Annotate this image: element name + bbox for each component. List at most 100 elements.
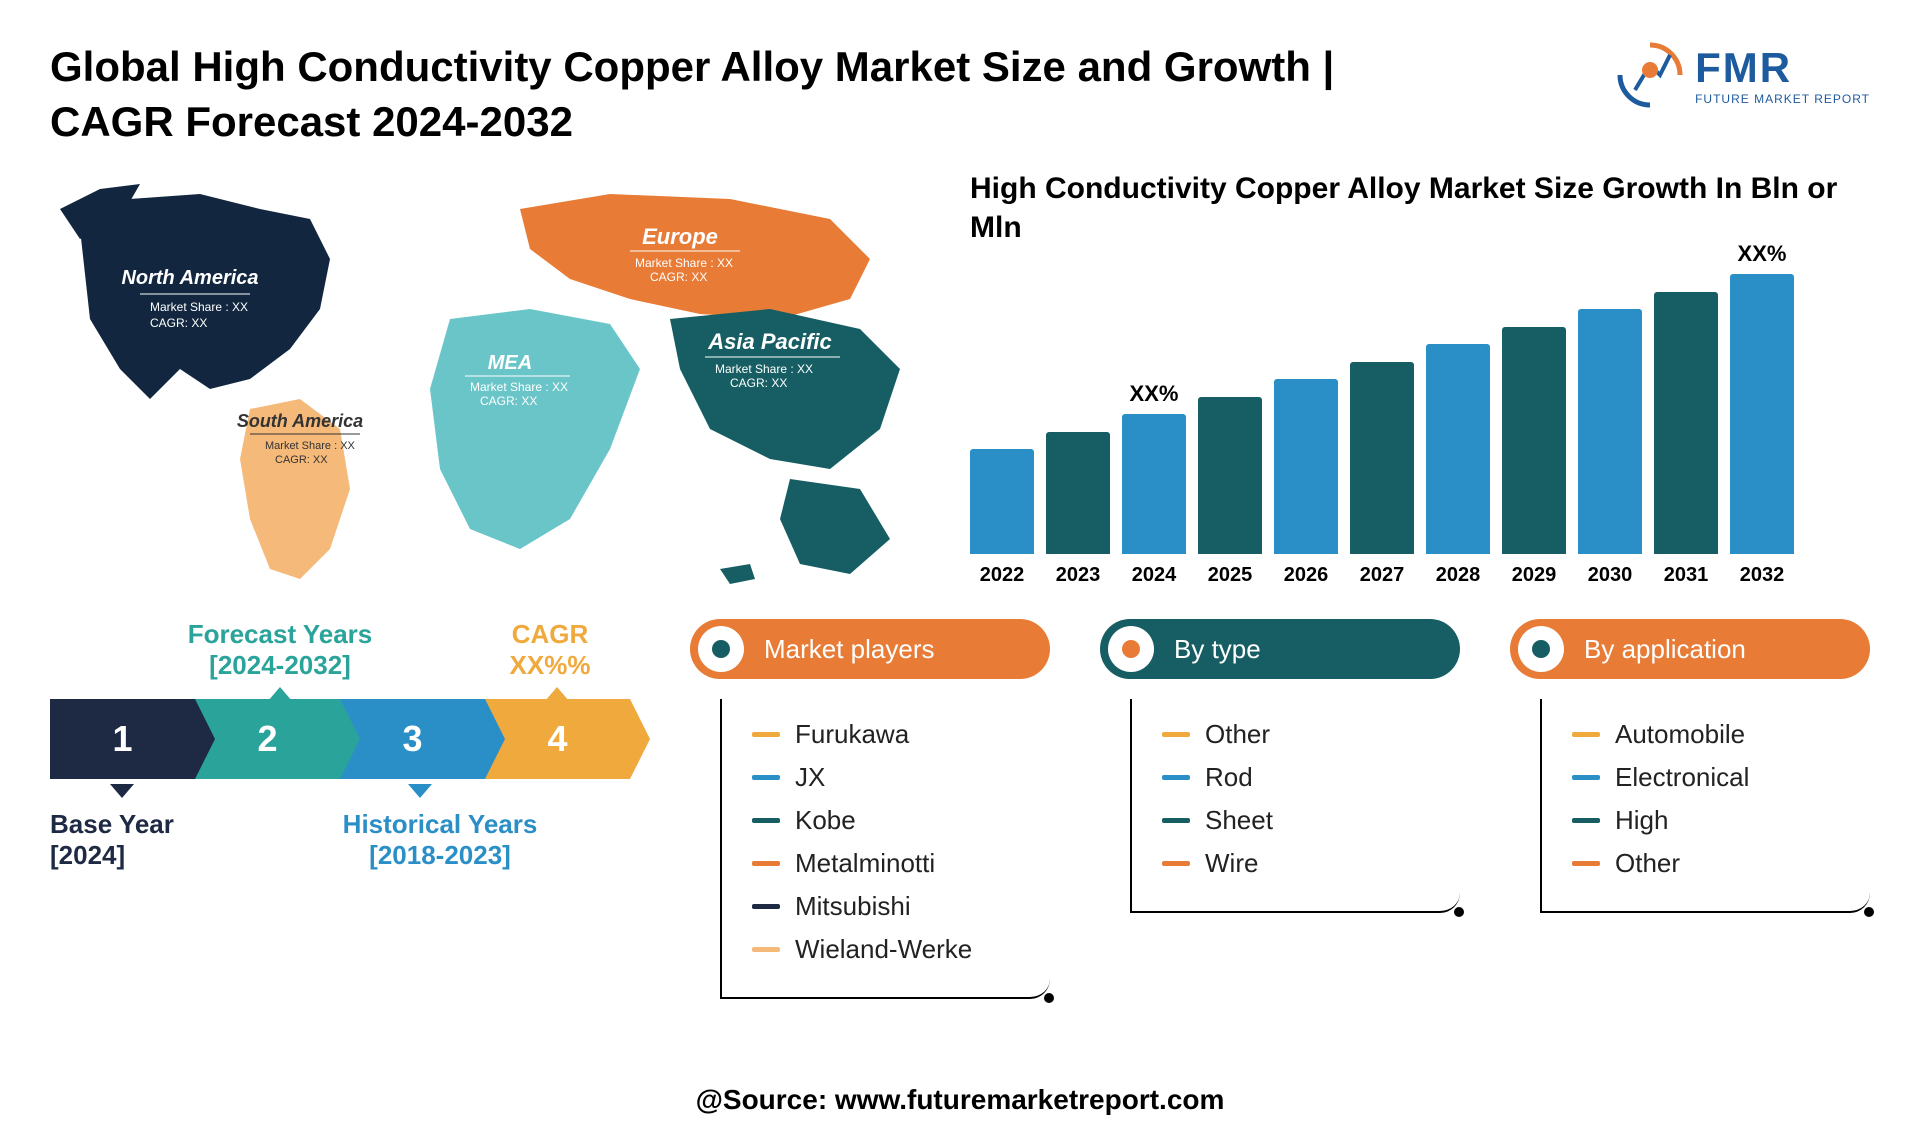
bar-2024: XX%2024 xyxy=(1122,414,1186,587)
pill-header: By application xyxy=(1510,619,1870,679)
pill-item-dash xyxy=(752,861,780,866)
timeline-arrow-historical xyxy=(408,784,432,798)
pill-item-dash xyxy=(1572,732,1600,737)
pill-item-dash xyxy=(752,818,780,823)
bar-2023: 2023 xyxy=(1046,432,1110,588)
pill-item-label: JX xyxy=(795,762,825,793)
timeline-base-label: Base Year [2024] xyxy=(50,809,230,871)
bar-annotation: XX% xyxy=(1130,381,1179,407)
bar-year-label: 2023 xyxy=(1056,564,1101,587)
bar-2027: 2027 xyxy=(1350,362,1414,588)
pill-item-dash xyxy=(752,732,780,737)
timeline-bar: 1234 xyxy=(50,699,630,779)
timeline-cagr-label: CAGR XX%% xyxy=(490,619,610,681)
pill-item-dash xyxy=(1162,818,1190,823)
pill-column-0: Market players Furukawa JX Kobe Metalminotti… xyxy=(690,619,1050,999)
logo-icon xyxy=(1615,40,1685,110)
timeline-segment-1: 1 xyxy=(50,699,195,779)
bar-chart-title: High Conductivity Copper Alloy Market Si… xyxy=(970,169,1870,247)
pill-dot xyxy=(1108,626,1154,672)
svg-text:CAGR: XX: CAGR: XX xyxy=(275,454,328,466)
pill-item-dash xyxy=(752,775,780,780)
source-text: @Source: www.futuremarketreport.com xyxy=(696,1084,1225,1116)
pill-item: Mitsubishi xyxy=(752,891,1030,922)
pill-column-2: By application Automobile Electronical High… xyxy=(1510,619,1870,999)
pill-list: Automobile Electronical High Other xyxy=(1540,699,1870,913)
bar-rect xyxy=(1654,292,1718,555)
pill-item: Sheet xyxy=(1162,805,1440,836)
pill-item-label: Mitsubishi xyxy=(795,891,911,922)
pill-item-label: Wieland-Werke xyxy=(795,934,972,965)
pill-item-dash xyxy=(1572,818,1600,823)
bar-rect xyxy=(1578,309,1642,554)
map-north-america: North America Market Share : XX CAGR: XX xyxy=(60,184,330,399)
pill-header: By type xyxy=(1100,619,1460,679)
svg-text:CAGR: XX: CAGR: XX xyxy=(730,376,787,390)
pill-item: Automobile xyxy=(1572,719,1850,750)
pill-item: Rod xyxy=(1162,762,1440,793)
page-title: Global High Conductivity Copper Alloy Ma… xyxy=(50,40,1450,149)
pill-item-dash xyxy=(752,904,780,909)
bar-rect xyxy=(1350,362,1414,555)
bar-rect xyxy=(1502,327,1566,555)
map-europe: Europe Market Share : XX CAGR: XX xyxy=(520,194,870,319)
pill-dot xyxy=(698,626,744,672)
pill-item-label: High xyxy=(1615,805,1668,836)
bar-2031: 2031 xyxy=(1654,292,1718,588)
pill-item: High xyxy=(1572,805,1850,836)
pill-item-dash xyxy=(1162,861,1190,866)
pill-item: Other xyxy=(1162,719,1440,750)
pill-item: Wieland-Werke xyxy=(752,934,1030,965)
pill-header: Market players xyxy=(690,619,1050,679)
bar-rect xyxy=(1122,414,1186,554)
bar-rect xyxy=(1046,432,1110,555)
map-asia-pacific: Asia Pacific Market Share : XX CAGR: XX xyxy=(670,309,900,584)
timeline-section: Forecast Years [2024-2032] CAGR XX%% 123… xyxy=(50,619,630,909)
svg-text:Market Share : XX: Market Share : XX xyxy=(265,440,356,452)
pill-item-dash xyxy=(1162,732,1190,737)
bar-rect xyxy=(1274,379,1338,554)
svg-text:CAGR: XX: CAGR: XX xyxy=(480,394,537,408)
pill-item: Metalminotti xyxy=(752,848,1030,879)
bar-year-label: 2026 xyxy=(1284,564,1329,587)
pill-title: Market players xyxy=(764,634,935,665)
bar-year-label: 2030 xyxy=(1588,564,1633,587)
logo-fmr-text: FMR xyxy=(1695,44,1870,92)
pill-item: Other xyxy=(1572,848,1850,879)
pill-item: Kobe xyxy=(752,805,1030,836)
timeline-arrow-base xyxy=(110,784,134,798)
pill-item-label: Automobile xyxy=(1615,719,1745,750)
svg-text:Market Share : XX: Market Share : XX xyxy=(635,256,733,270)
pill-item-label: Rod xyxy=(1205,762,1253,793)
pill-item-dash xyxy=(1572,861,1600,866)
bar-annotation: XX% xyxy=(1738,241,1787,267)
pill-title: By type xyxy=(1174,634,1261,665)
bar-year-label: 2027 xyxy=(1360,564,1405,587)
pill-section: Market players Furukawa JX Kobe Metalminotti… xyxy=(690,619,1870,999)
bar-2028: 2028 xyxy=(1426,344,1490,587)
svg-text:Asia Pacific: Asia Pacific xyxy=(707,329,832,354)
svg-text:CAGR: XX: CAGR: XX xyxy=(650,270,707,284)
timeline-segment-2: 2 xyxy=(195,699,340,779)
timeline-forecast-label: Forecast Years [2024-2032] xyxy=(180,619,380,681)
top-section: North America Market Share : XX CAGR: XX… xyxy=(50,169,1870,589)
bar-year-label: 2032 xyxy=(1740,564,1785,587)
pill-item-label: Other xyxy=(1615,848,1680,879)
pill-item-label: Sheet xyxy=(1205,805,1273,836)
pill-item: Wire xyxy=(1162,848,1440,879)
pill-item: Furukawa xyxy=(752,719,1030,750)
pill-item: Electronical xyxy=(1572,762,1850,793)
svg-text:MEA: MEA xyxy=(488,352,532,374)
pill-item-dash xyxy=(1572,775,1600,780)
pill-item-label: Kobe xyxy=(795,805,856,836)
bar-year-label: 2028 xyxy=(1436,564,1481,587)
world-map: North America Market Share : XX CAGR: XX… xyxy=(50,169,930,589)
header: Global High Conductivity Copper Alloy Ma… xyxy=(50,40,1870,149)
bar-chart: 20222023XX%20242025202620272028202920302… xyxy=(970,267,1870,587)
bar-2032: XX%2032 xyxy=(1730,274,1794,587)
map-mea: MEA Market Share : XX CAGR: XX xyxy=(430,309,640,549)
bar-year-label: 2031 xyxy=(1664,564,1709,587)
pill-list: Other Rod Sheet Wire xyxy=(1130,699,1460,913)
pill-title: By application xyxy=(1584,634,1746,665)
bar-2026: 2026 xyxy=(1274,379,1338,587)
